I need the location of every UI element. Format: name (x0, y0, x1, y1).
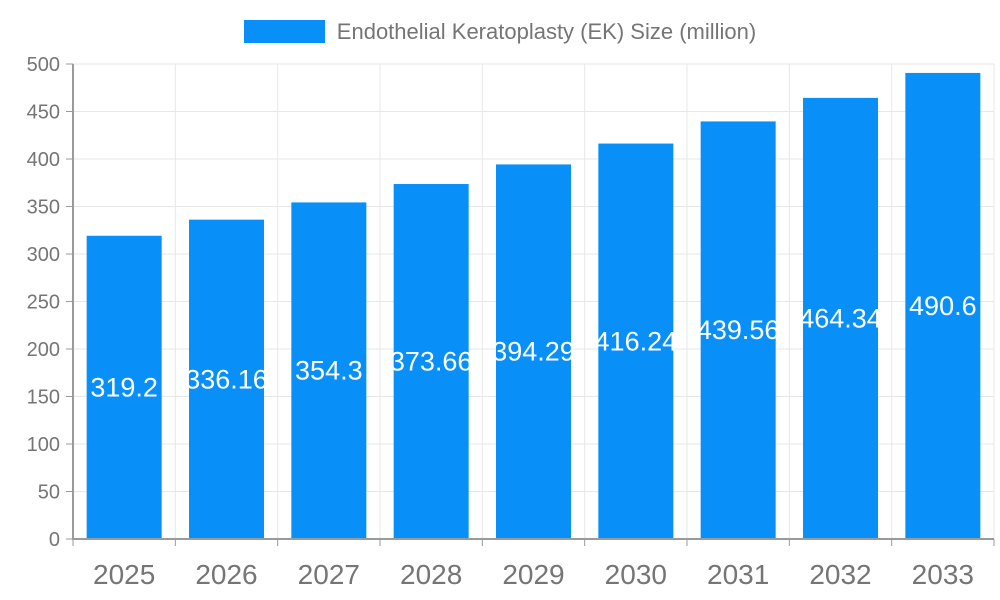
legend-swatch (243, 20, 325, 43)
bar-2029[interactable] (496, 164, 571, 539)
bar-2032[interactable] (803, 97, 878, 539)
bar-value-label: 439.56 (697, 315, 780, 345)
legend[interactable]: Endothelial Keratoplasty (EK) Size (mill… (0, 20, 1000, 43)
x-tick-label: 2025 (93, 559, 155, 590)
y-tick-label: 50 (38, 482, 60, 504)
bar-value-label: 336.16 (185, 364, 268, 394)
bar-2028[interactable] (393, 184, 469, 539)
y-tick-label: 500 (27, 54, 60, 76)
x-tick-label: 2032 (809, 559, 871, 590)
y-tick-label: 400 (27, 149, 60, 171)
y-tick-label: 350 (27, 197, 60, 219)
bar-value-label: 319.2 (90, 372, 158, 402)
bar-2030[interactable] (598, 143, 674, 539)
y-tick-label: 100 (27, 434, 60, 456)
bar-2027[interactable] (291, 202, 367, 540)
x-tick-label: 2031 (707, 559, 769, 590)
y-tick-label: 250 (27, 292, 60, 314)
x-tick-label: 2030 (605, 559, 667, 590)
legend-label: Endothelial Keratoplasty (EK) Size (mill… (336, 19, 757, 44)
bar-value-label: 490.6 (909, 291, 977, 321)
y-tick-label: 300 (27, 244, 60, 266)
bar-2033[interactable] (905, 72, 981, 540)
y-tick-label: 200 (27, 339, 60, 361)
x-tick-label: 2026 (195, 559, 257, 590)
y-tick-label: 0 (49, 529, 60, 551)
bar-value-label: 416.24 (595, 326, 678, 356)
bar-value-label: 394.29 (492, 337, 575, 367)
bar-2026[interactable] (189, 219, 264, 539)
bar-2025[interactable] (86, 235, 162, 539)
x-tick-label: 2027 (298, 559, 360, 590)
bar-value-label: 464.34 (799, 303, 882, 333)
bar-value-label: 373.66 (390, 347, 473, 377)
bar-value-label: 354.3 (295, 356, 363, 386)
x-tick-label: 2033 (912, 559, 974, 590)
bar-2031[interactable] (700, 121, 776, 539)
y-tick-label: 450 (27, 102, 60, 124)
y-tick-label: 150 (27, 387, 60, 409)
x-tick-label: 2028 (400, 559, 462, 590)
x-tick-label: 2029 (502, 559, 564, 590)
